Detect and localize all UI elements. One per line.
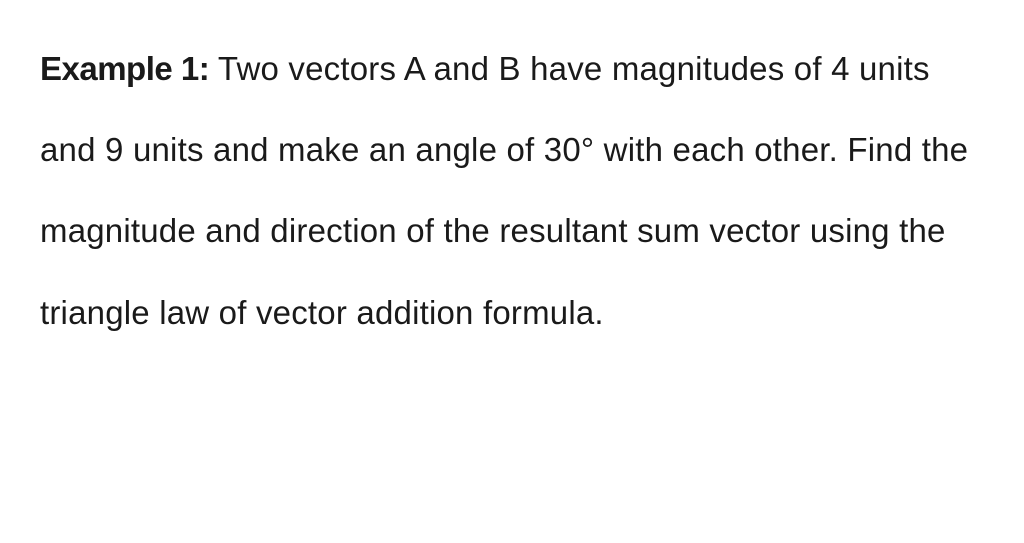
example-body-text: Two vectors A and B have magnitudes of 4…: [40, 50, 968, 331]
example-problem: Example 1: Two vectors A and B have magn…: [40, 28, 984, 353]
example-label: Example 1:: [40, 50, 218, 87]
